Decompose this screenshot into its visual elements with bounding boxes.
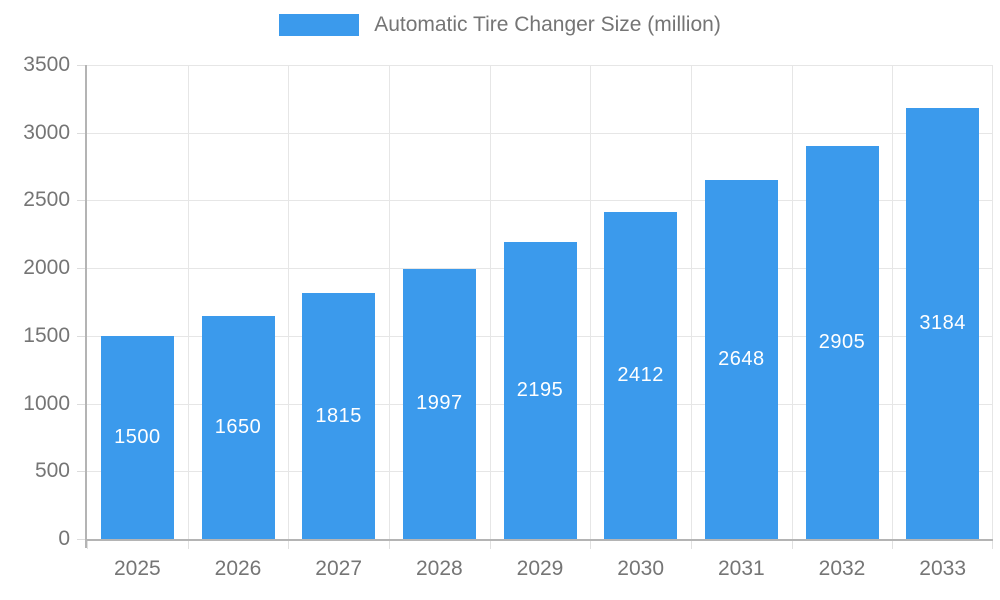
bar-value-label: 2412 [617, 364, 664, 387]
y-tick [77, 200, 85, 202]
y-tick [77, 268, 85, 270]
y-axis-label: 1500 [23, 323, 70, 347]
x-tick [288, 541, 290, 549]
x-gridline [187, 65, 189, 539]
x-axis-label: 2030 [617, 557, 665, 580]
x-tick [992, 541, 993, 549]
bar-value-label: 3184 [919, 311, 966, 334]
y-axis-label: 2500 [23, 188, 70, 212]
bar-value-label: 2905 [818, 330, 866, 353]
bar-value-label: 2195 [516, 378, 564, 401]
bar-2026: 1650 [201, 315, 275, 539]
x-axis-label: 2032 [818, 557, 866, 580]
y-tick [77, 132, 85, 134]
y-tick [77, 403, 85, 405]
legend-swatch[interactable] [279, 14, 360, 36]
x-tick [892, 541, 894, 549]
y-gridline [87, 200, 993, 202]
y-axis-label: 2000 [23, 256, 70, 280]
y-tick [77, 65, 85, 66]
bar-value-label: 1650 [214, 415, 262, 438]
y-tick [77, 539, 85, 540]
bar-2025: 1500 [100, 335, 174, 539]
y-axis-label: 0 [58, 527, 70, 550]
bar-2028: 1997 [402, 268, 476, 539]
x-axis-label: 2031 [717, 557, 765, 580]
x-tick [489, 541, 491, 549]
bar-value-label: 1815 [315, 404, 362, 427]
y-tick [77, 335, 85, 337]
x-axis-label: 2025 [113, 557, 161, 580]
x-gridline [992, 65, 993, 539]
x-tick [590, 541, 592, 549]
x-axis-label: 2027 [315, 557, 363, 580]
x-tick [791, 541, 793, 549]
bar-2029: 2195 [503, 241, 577, 539]
x-gridline [489, 65, 491, 539]
x-axis-label: 2033 [919, 557, 967, 580]
legend-label: Automatic Tire Changer Size (million) [374, 13, 721, 36]
x-tick [691, 541, 692, 549]
bar-2033: 3184 [906, 107, 980, 539]
y-axis-label: 1000 [23, 391, 70, 415]
x-axis-label: 2028 [415, 557, 463, 580]
x-axis-label: 2029 [516, 557, 564, 580]
x-gridline [791, 65, 793, 539]
chart-legend[interactable]: Automatic Tire Changer Size (million) [0, 13, 1000, 37]
x-gridline [590, 65, 592, 539]
bar-value-label: 1500 [114, 425, 161, 448]
x-axis-label: 2026 [214, 557, 262, 580]
bar-2030: 2412 [604, 212, 678, 539]
x-gridline [892, 65, 894, 539]
y-axis-label: 3000 [23, 120, 70, 144]
bar-value-label: 2648 [718, 348, 765, 371]
plot-area: 0 500 1000 1500 2000 2500 3000 3500 2025 2026 2027… [23, 53, 993, 580]
y-gridline [87, 132, 993, 134]
bar-2027: 1815 [302, 293, 376, 539]
x-gridline [389, 65, 390, 539]
y-axis-label: 500 [34, 459, 70, 483]
bar-2031: 2648 [704, 180, 778, 539]
x-tick [187, 541, 189, 549]
bar-value-label: 1997 [416, 392, 463, 415]
x-tick [389, 541, 390, 549]
x-gridline [288, 65, 290, 539]
y-axis-line-extension [85, 539, 87, 548]
bar-2032: 2905 [805, 145, 879, 539]
y-tick [77, 471, 85, 473]
y-gridline [87, 65, 993, 66]
y-axis-label: 3500 [23, 53, 70, 76]
x-tick [87, 541, 88, 549]
x-gridline [691, 65, 692, 539]
